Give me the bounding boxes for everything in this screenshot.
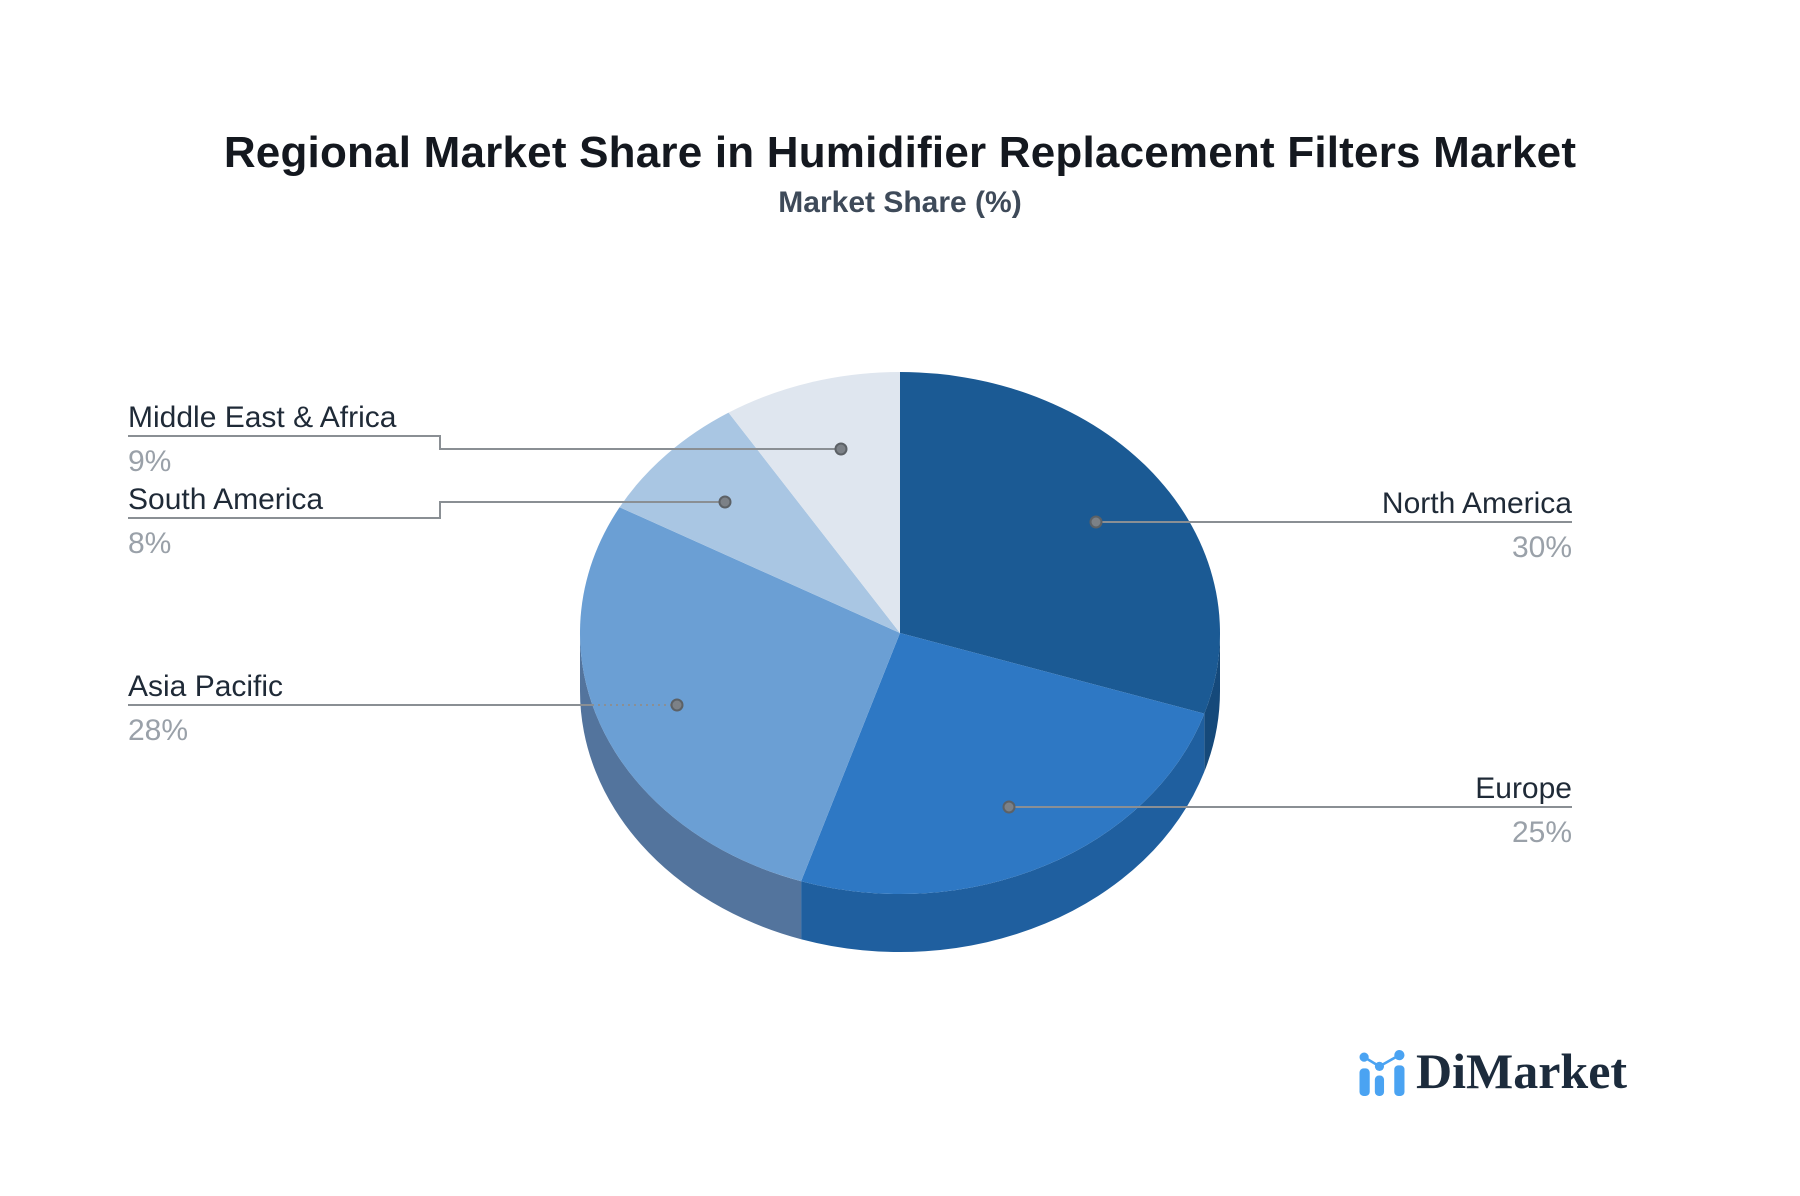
pie-slice-europe[interactable] [801, 633, 1205, 895]
pie-slice-asia-pacific[interactable] [579, 507, 900, 882]
slice-label-asia-pacific: Asia Pacific [128, 670, 284, 703]
pie-slice-south-america[interactable] [619, 412, 900, 633]
slice-value-north-america: 30% [1511, 531, 1572, 564]
leader-dot-asia-pacific [670, 698, 684, 712]
leader-line-south-america [128, 501, 725, 519]
slice-label-south-america: South America [128, 483, 324, 516]
slice-label-middle-east-africa: Middle East & Africa [128, 401, 397, 434]
pie-slice-side-north-america [1204, 633, 1220, 772]
bar-chart-sparkline-icon [1359, 1050, 1405, 1096]
pie-slice-side-europe [801, 713, 1205, 953]
slice-value-middle-east-africa: 9% [128, 445, 172, 478]
chart-title: Regional Market Share in Humidifier Repl… [223, 128, 1577, 177]
leader-dot-europe [1002, 800, 1016, 814]
leader-dot-middle-east-africa [834, 442, 848, 456]
pie-slice-north-america[interactable] [900, 372, 1221, 714]
chart-subtitle: Market Share (%) [778, 186, 1022, 219]
pie-slice-side-asia-pacific [579, 633, 802, 940]
slice-label-north-america: North America [1381, 487, 1572, 520]
slice-label-europe: Europe [1475, 772, 1572, 805]
leader-dot-north-america [1089, 515, 1103, 529]
logo-text: DiMarket [1416, 1043, 1628, 1099]
slice-value-europe: 25% [1511, 816, 1572, 849]
slice-value-south-america: 8% [128, 527, 172, 560]
pie-slice-middle-east-africa[interactable] [728, 372, 900, 633]
leader-line-middle-east-africa [128, 435, 841, 450]
leader-dot-south-america [718, 495, 732, 509]
slice-value-asia-pacific: 28% [128, 714, 189, 747]
logo: DiMarket [1358, 1040, 1627, 1096]
